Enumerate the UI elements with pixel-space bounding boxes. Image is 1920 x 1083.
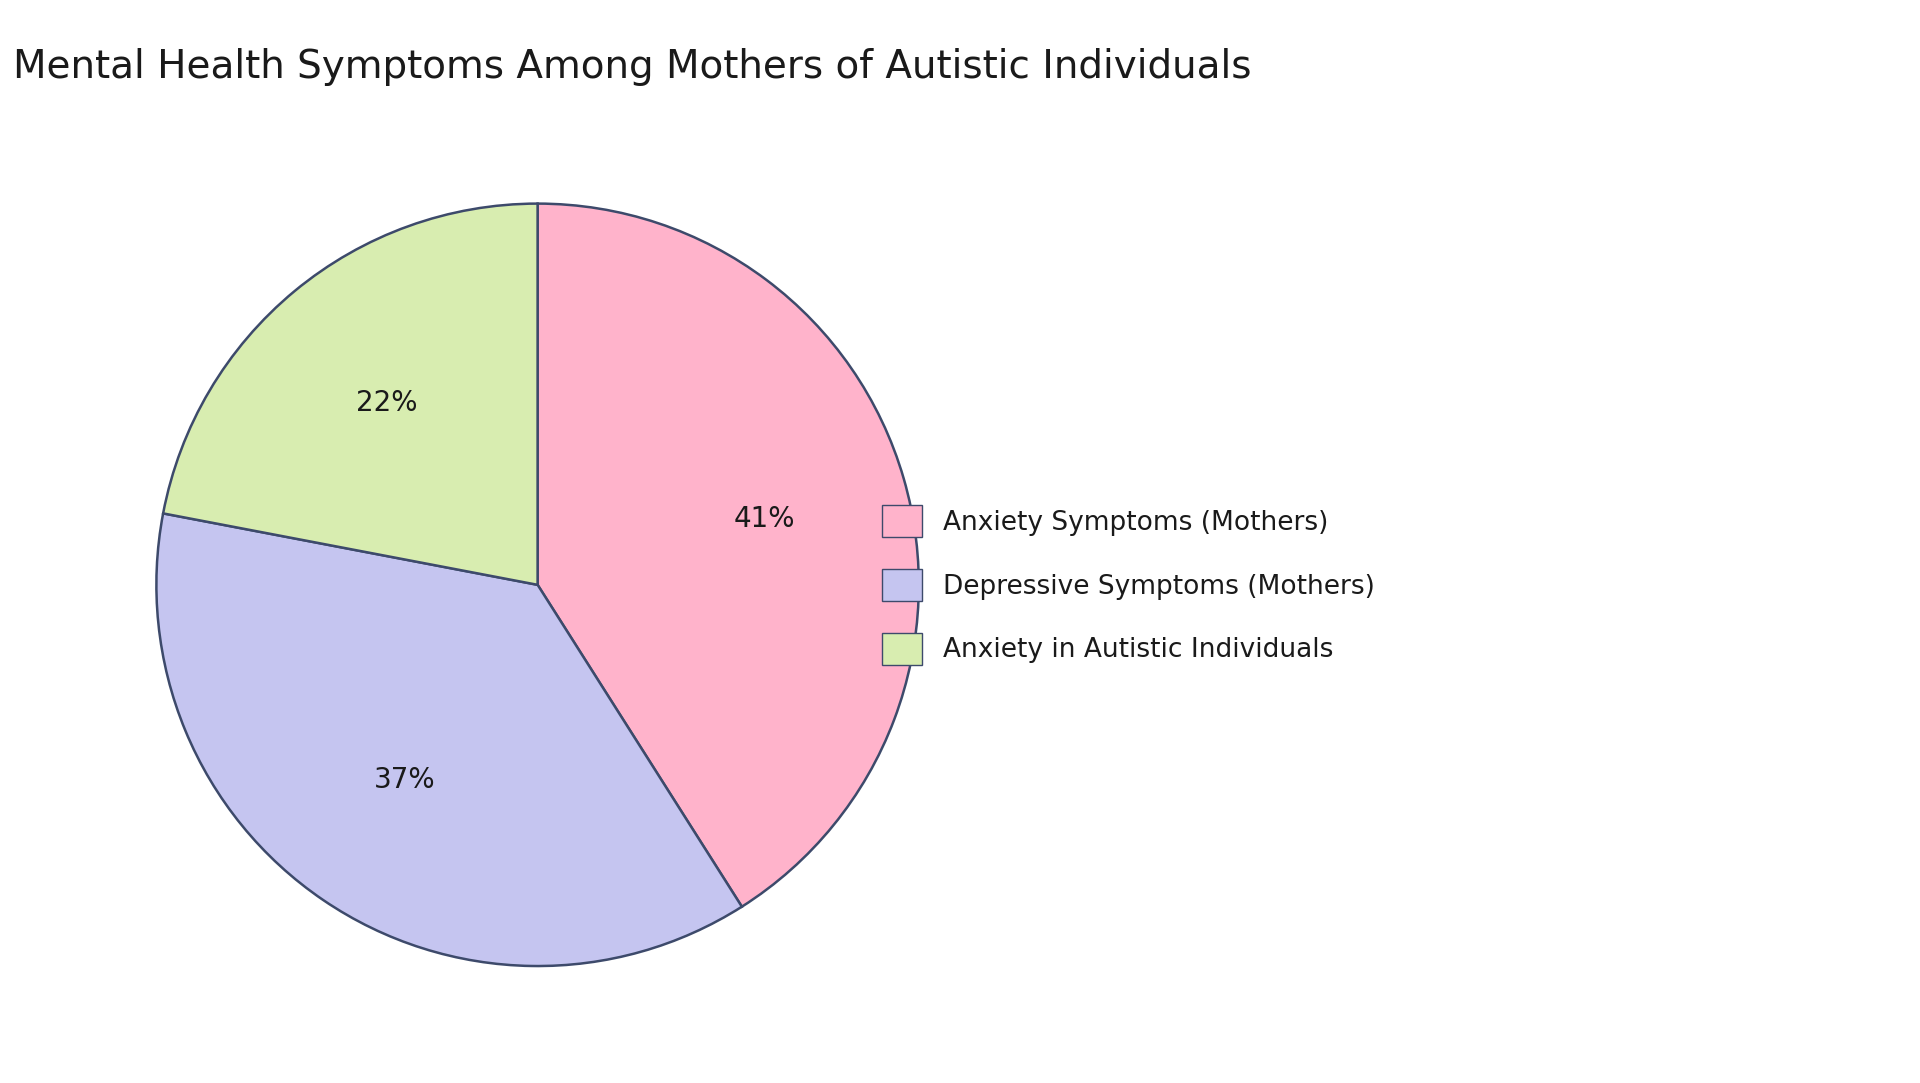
- Wedge shape: [538, 204, 920, 906]
- Text: 37%: 37%: [374, 767, 436, 794]
- Text: Mental Health Symptoms Among Mothers of Autistic Individuals: Mental Health Symptoms Among Mothers of …: [13, 48, 1252, 86]
- Text: 22%: 22%: [357, 389, 419, 417]
- Legend: Anxiety Symptoms (Mothers), Depressive Symptoms (Mothers), Anxiety in Autistic I: Anxiety Symptoms (Mothers), Depressive S…: [856, 479, 1402, 691]
- Text: 41%: 41%: [733, 505, 795, 533]
- Wedge shape: [163, 204, 538, 585]
- Wedge shape: [156, 513, 741, 966]
